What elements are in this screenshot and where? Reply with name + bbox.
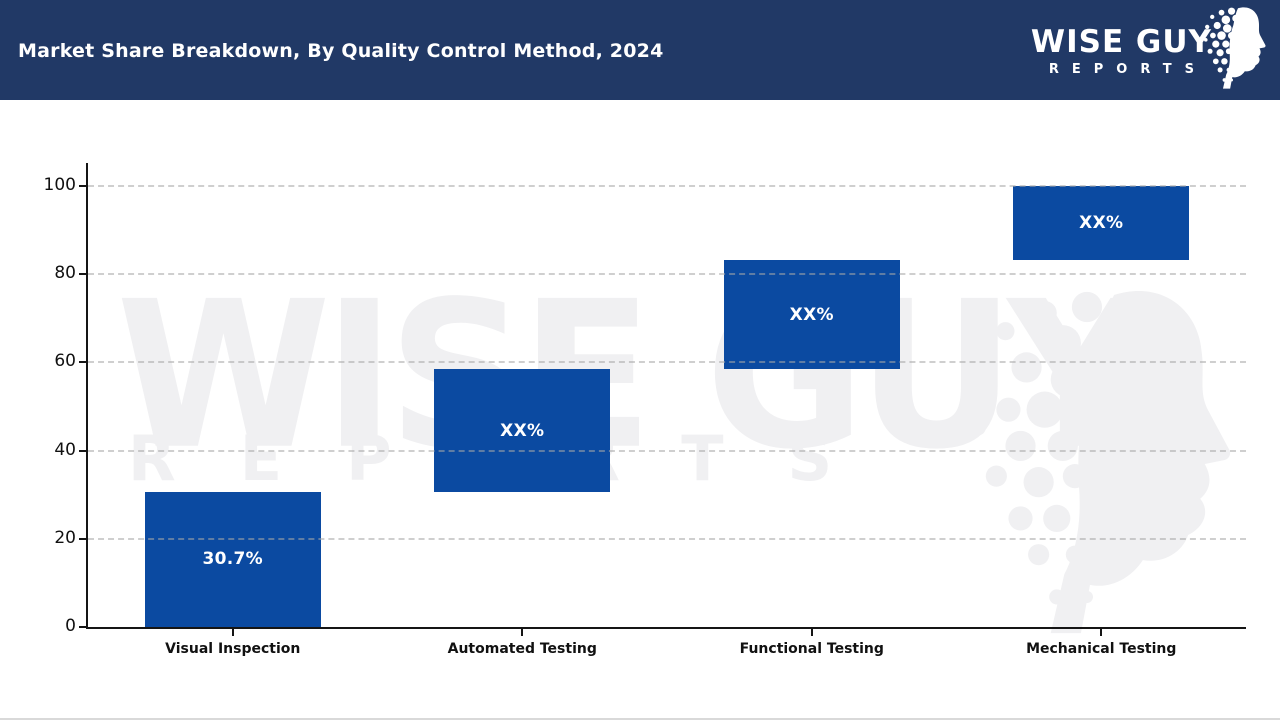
brand-logo: WISE GUY REPORTS — [1031, 4, 1270, 90]
y-tick-mark — [79, 361, 88, 364]
y-tick-mark — [79, 449, 88, 452]
gridline-y100 — [88, 185, 1246, 187]
category-label: Automated Testing — [447, 641, 597, 657]
bar-automated-testing: XX% — [434, 369, 611, 492]
bar-value-label: 30.7% — [202, 549, 263, 570]
y-tick-label: 20 — [54, 527, 76, 548]
gridline-y40 — [88, 449, 1246, 452]
bar-value-label: XX% — [500, 420, 545, 441]
gridline-y60 — [88, 361, 1246, 364]
y-tick-mark — [79, 273, 88, 276]
bottom-border — [0, 718, 1280, 720]
x-tick-mark — [810, 629, 813, 636]
bar-visual-inspection: 30.7% — [144, 491, 321, 627]
category-label: Mechanical Testing — [1026, 641, 1177, 657]
y-tick-label: 100 — [43, 175, 76, 195]
bar-mechanical-testing: XX% — [1013, 186, 1190, 261]
y-tick-label: 0 — [65, 616, 76, 636]
y-tick-label: 80 — [54, 263, 76, 284]
category-label: Visual Inspection — [165, 641, 301, 657]
chart-title: Market Share Breakdown, By Quality Contr… — [18, 40, 664, 62]
y-tick-mark — [79, 185, 88, 187]
x-tick-mark — [231, 629, 234, 636]
bar-value-label: XX% — [1079, 213, 1124, 234]
header-bar: Market Share Breakdown, By Quality Contr… — [0, 0, 1280, 100]
gridline-y80 — [88, 273, 1246, 276]
gridline-y20 — [88, 537, 1246, 540]
brand-subtitle: REPORTS — [1048, 61, 1208, 77]
y-tick-mark — [79, 626, 88, 628]
brand-text: WISE GUY REPORTS — [1031, 24, 1212, 77]
bar-functional-testing: XX% — [723, 260, 900, 370]
x-tick-mark — [521, 629, 524, 636]
bar-value-label: XX% — [789, 304, 834, 325]
y-axis-spine — [86, 163, 88, 629]
category-label: Functional Testing — [739, 641, 884, 657]
x-tick-mark — [1100, 629, 1103, 636]
x-axis-spine — [86, 627, 1246, 629]
y-tick-label: 60 — [54, 351, 76, 372]
y-tick-mark — [79, 537, 88, 540]
y-tick-label: 40 — [54, 439, 76, 460]
brand-wordmark: WISE GUY — [1030, 23, 1212, 60]
